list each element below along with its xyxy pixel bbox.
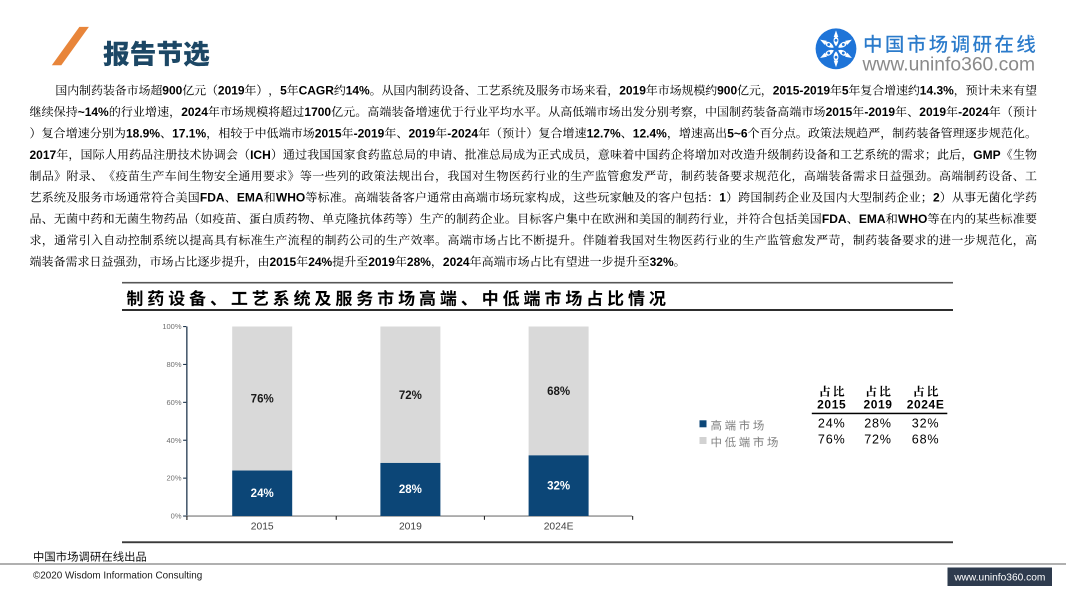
svg-text:1700: 1700 bbox=[304, 105, 331, 119]
svg-text:900: 900 bbox=[717, 84, 737, 98]
svg-text:www.uninfo360.com: www.uninfo360.com bbox=[862, 55, 1036, 76]
svg-text:FDA: FDA bbox=[200, 191, 225, 205]
svg-text:-2024: -2024 bbox=[447, 126, 478, 140]
svg-text:5: 5 bbox=[842, 84, 849, 98]
svg-text:5: 5 bbox=[280, 84, 287, 98]
svg-text:0%: 0% bbox=[171, 512, 182, 521]
svg-text:32%: 32% bbox=[547, 480, 570, 492]
svg-text:12.4%: 12.4% bbox=[633, 126, 667, 140]
svg-text:2017: 2017 bbox=[30, 148, 57, 162]
svg-text:17.1%: 17.1% bbox=[172, 126, 206, 140]
svg-text:-2019: -2019 bbox=[354, 126, 385, 140]
svg-text:40%: 40% bbox=[166, 436, 181, 445]
svg-text:76%: 76% bbox=[818, 433, 846, 447]
svg-text:2024E: 2024E bbox=[544, 521, 574, 532]
svg-text:2015-2019: 2015-2019 bbox=[773, 84, 831, 98]
svg-text:5~6: 5~6 bbox=[727, 126, 748, 140]
svg-text:72%: 72% bbox=[864, 433, 892, 447]
svg-text:68%: 68% bbox=[547, 386, 570, 398]
svg-text:EMA: EMA bbox=[237, 191, 264, 205]
svg-text:1: 1 bbox=[719, 191, 726, 205]
svg-text:2: 2 bbox=[933, 191, 940, 205]
svg-text:60%: 60% bbox=[166, 398, 181, 407]
svg-text:2015: 2015 bbox=[270, 255, 297, 269]
svg-text:20%: 20% bbox=[166, 474, 181, 483]
svg-text:28%: 28% bbox=[864, 416, 892, 430]
svg-text:32%: 32% bbox=[650, 255, 674, 269]
svg-text:2015: 2015 bbox=[826, 105, 853, 119]
svg-text:2019: 2019 bbox=[919, 105, 946, 119]
svg-text:-2019: -2019 bbox=[864, 105, 895, 119]
svg-text:18.9%: 18.9% bbox=[126, 126, 160, 140]
svg-text:2024E: 2024E bbox=[907, 398, 945, 412]
svg-text:2024: 2024 bbox=[443, 255, 470, 269]
svg-text:80%: 80% bbox=[166, 360, 181, 369]
svg-text:24%: 24% bbox=[818, 416, 846, 430]
svg-text:28%: 28% bbox=[407, 255, 431, 269]
svg-text:GMP: GMP bbox=[973, 148, 1000, 162]
svg-text:2019: 2019 bbox=[619, 84, 646, 98]
svg-text:900: 900 bbox=[162, 84, 182, 98]
svg-text:©2020 Wisdom Information Consu: ©2020 Wisdom Information Consulting bbox=[33, 571, 202, 582]
svg-text:CAGR: CAGR bbox=[299, 84, 335, 98]
svg-text:76%: 76% bbox=[251, 394, 274, 406]
svg-text:www.uninfo360.com: www.uninfo360.com bbox=[953, 573, 1045, 584]
svg-text:12.7%: 12.7% bbox=[587, 126, 621, 140]
svg-text:ICH: ICH bbox=[250, 148, 271, 162]
svg-text:2015: 2015 bbox=[251, 521, 274, 532]
svg-text:32%: 32% bbox=[912, 416, 940, 430]
svg-text:WHO: WHO bbox=[276, 191, 305, 205]
svg-text:2019: 2019 bbox=[409, 126, 436, 140]
svg-text:2015: 2015 bbox=[817, 398, 846, 412]
svg-text:100%: 100% bbox=[162, 322, 182, 331]
svg-text:2019: 2019 bbox=[399, 521, 422, 532]
svg-text:28%: 28% bbox=[399, 484, 422, 496]
svg-text:EMA: EMA bbox=[859, 212, 886, 226]
svg-text:24%: 24% bbox=[308, 255, 332, 269]
svg-text:68%: 68% bbox=[912, 433, 940, 447]
svg-text:WHO: WHO bbox=[898, 212, 927, 226]
svg-text:24%: 24% bbox=[251, 488, 274, 500]
svg-text:14%: 14% bbox=[346, 84, 370, 98]
svg-text:2019: 2019 bbox=[218, 84, 245, 98]
svg-text:2019: 2019 bbox=[863, 398, 892, 412]
svg-text:2024: 2024 bbox=[181, 105, 208, 119]
svg-text:FDA: FDA bbox=[822, 212, 847, 226]
svg-text:14.3%: 14.3% bbox=[920, 84, 954, 98]
svg-text:72%: 72% bbox=[399, 390, 422, 402]
svg-text:-2024: -2024 bbox=[958, 105, 989, 119]
svg-text:~14%: ~14% bbox=[78, 105, 109, 119]
svg-text:2019: 2019 bbox=[368, 255, 395, 269]
svg-text:2015: 2015 bbox=[315, 126, 342, 140]
